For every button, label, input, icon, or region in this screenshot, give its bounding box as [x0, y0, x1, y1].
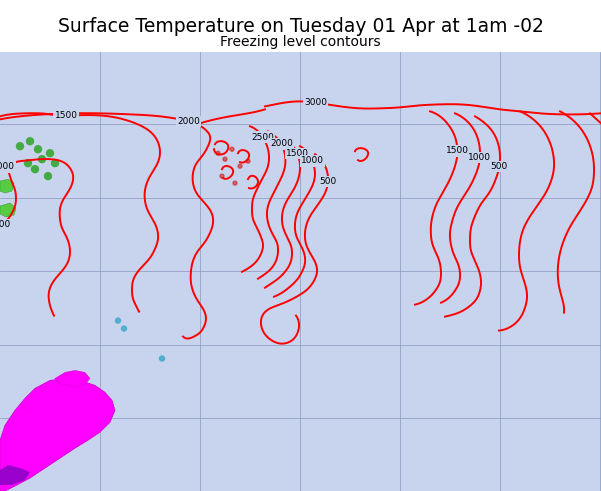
Circle shape	[25, 160, 31, 166]
Circle shape	[34, 146, 41, 153]
Text: 1000: 1000	[300, 157, 324, 165]
Polygon shape	[55, 370, 90, 386]
Circle shape	[230, 147, 234, 151]
Text: 2000: 2000	[177, 117, 200, 126]
Circle shape	[46, 150, 53, 157]
Circle shape	[38, 156, 46, 163]
Circle shape	[233, 181, 237, 185]
Text: 1500: 1500	[55, 111, 78, 120]
Text: 1500: 1500	[285, 149, 309, 158]
Text: 1000: 1000	[0, 163, 15, 171]
Polygon shape	[0, 465, 30, 485]
Circle shape	[220, 174, 224, 178]
Text: 1500: 1500	[446, 146, 469, 156]
Text: 500: 500	[490, 162, 508, 171]
Circle shape	[52, 160, 58, 166]
Circle shape	[159, 356, 165, 361]
Text: 3000: 3000	[304, 98, 327, 107]
Circle shape	[223, 157, 227, 161]
Text: 500: 500	[319, 177, 337, 186]
Circle shape	[115, 318, 120, 323]
Text: Freezing level contours: Freezing level contours	[220, 35, 381, 50]
Circle shape	[44, 173, 52, 180]
Polygon shape	[0, 379, 115, 491]
Circle shape	[26, 138, 34, 145]
Text: 2500: 2500	[251, 133, 274, 141]
Circle shape	[246, 159, 250, 163]
Text: 2000: 2000	[270, 139, 293, 148]
Text: Surface Temperature on Tuesday 01 Apr at 1am -02: Surface Temperature on Tuesday 01 Apr at…	[58, 17, 543, 36]
Text: 500: 500	[0, 220, 10, 229]
Circle shape	[238, 164, 242, 168]
Polygon shape	[0, 203, 16, 217]
Circle shape	[31, 165, 38, 173]
Polygon shape	[0, 179, 14, 193]
Circle shape	[16, 143, 23, 150]
Circle shape	[216, 151, 220, 155]
Text: 1000: 1000	[468, 153, 492, 162]
Circle shape	[121, 326, 126, 331]
